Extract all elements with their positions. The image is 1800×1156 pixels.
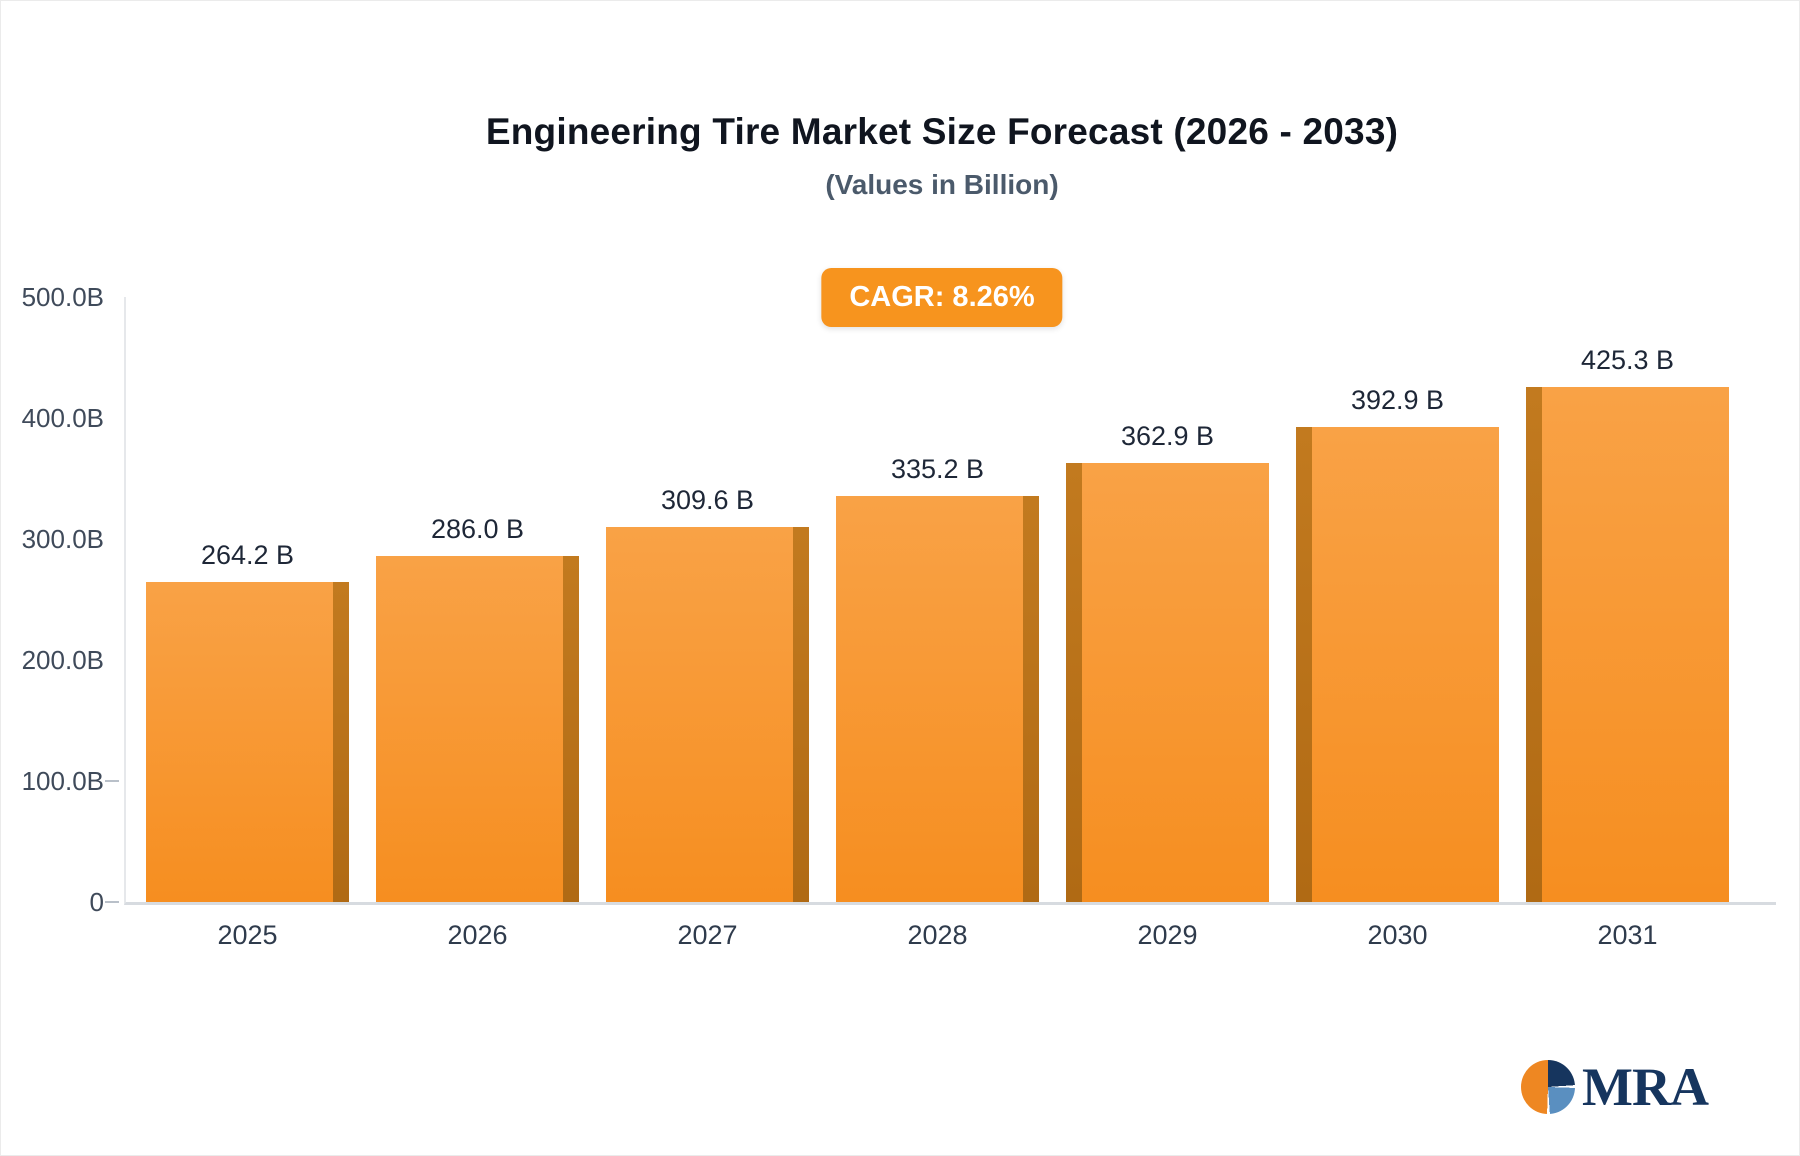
y-axis-tick-label: 300.0B — [21, 524, 104, 554]
bar-3d-side-face — [333, 582, 349, 902]
x-axis-label: 2029 — [1137, 920, 1198, 950]
bar-front-face — [1542, 387, 1729, 902]
bar — [376, 555, 579, 902]
bar-3d-side-face — [793, 527, 809, 902]
bar-3d-side-face — [563, 555, 579, 902]
x-axis-label: 2026 — [447, 920, 508, 950]
bar-group: 286.0 B 2026 — [376, 297, 579, 950]
bar-value-label: 392.9 B — [1350, 384, 1445, 415]
brand-logo-pie-icon — [1521, 1060, 1576, 1114]
bar — [1066, 462, 1269, 902]
bar — [1526, 387, 1729, 902]
bar — [146, 582, 349, 902]
bar-front-face — [376, 555, 563, 902]
bar-3d-side-face — [1023, 496, 1039, 902]
bar-3d-side-face — [1066, 462, 1082, 902]
bar-value-label: 309.6 B — [660, 485, 755, 516]
y-axis-tick-label: 200.0B — [21, 645, 104, 675]
bar-value-label: 425.3 B — [1580, 345, 1675, 376]
y-axis: 500.0B 400.0B 300.0B 200.0B 100.0B 0 — [1, 282, 104, 917]
y-axis-tick-label: 500.0B — [21, 282, 104, 312]
bar-value-label: 362.9 B — [1120, 420, 1215, 451]
bar — [606, 527, 809, 902]
chart-header: Engineering Tire Market Size Forecast (2… — [42, 111, 1799, 201]
bar-value-label: 264.2 B — [200, 540, 295, 571]
y-axis-tick-label: 100.0B — [21, 766, 104, 796]
x-axis-label: 2030 — [1367, 920, 1428, 950]
bar-group: 264.2 B 2025 — [146, 297, 349, 950]
y-axis-tick-label: 400.0B — [21, 403, 104, 433]
x-axis-label: 2031 — [1597, 920, 1658, 950]
bar-group: 362.9 B 2029 — [1066, 297, 1269, 950]
y-axis-tick-mark — [105, 901, 119, 903]
bar-front-face — [836, 496, 1023, 902]
bar-front-face — [146, 582, 333, 902]
bar — [1296, 426, 1499, 902]
x-axis-label: 2025 — [217, 920, 278, 950]
y-axis-tick-mark — [105, 780, 119, 782]
bar-value-label: 286.0 B — [430, 513, 525, 544]
bar-group: 335.2 B 2028 — [836, 297, 1039, 950]
bar-group: 309.6 B 2027 — [606, 297, 809, 950]
bar-front-face — [1082, 462, 1269, 902]
chart-title: Engineering Tire Market Size Forecast (2… — [485, 111, 1399, 152]
y-axis-tick-label: 0 — [89, 887, 104, 917]
bar-front-face — [606, 527, 793, 902]
plot-area: 264.2 B 2025 286.0 B 2026 309.6 B 2027 335.2 B… — [105, 297, 1776, 950]
bar-front-face — [1312, 426, 1499, 902]
chart-subtitle: (Values in Billion) — [825, 169, 1059, 200]
brand-logo: MRA — [1521, 1057, 1709, 1117]
x-axis-label: 2028 — [907, 920, 968, 950]
bar — [836, 496, 1039, 902]
bar-group: 392.9 B 2030 — [1296, 297, 1499, 950]
bar-3d-side-face — [1296, 426, 1312, 902]
cagr-badge: CAGR: 8.26% — [821, 268, 1063, 327]
bar-group: 425.3 B 2031 — [1526, 297, 1729, 950]
bar-value-label: 335.2 B — [890, 454, 985, 485]
x-axis-label: 2027 — [677, 920, 738, 950]
brand-logo-text: MRA — [1582, 1057, 1709, 1117]
bar-3d-side-face — [1526, 387, 1542, 902]
